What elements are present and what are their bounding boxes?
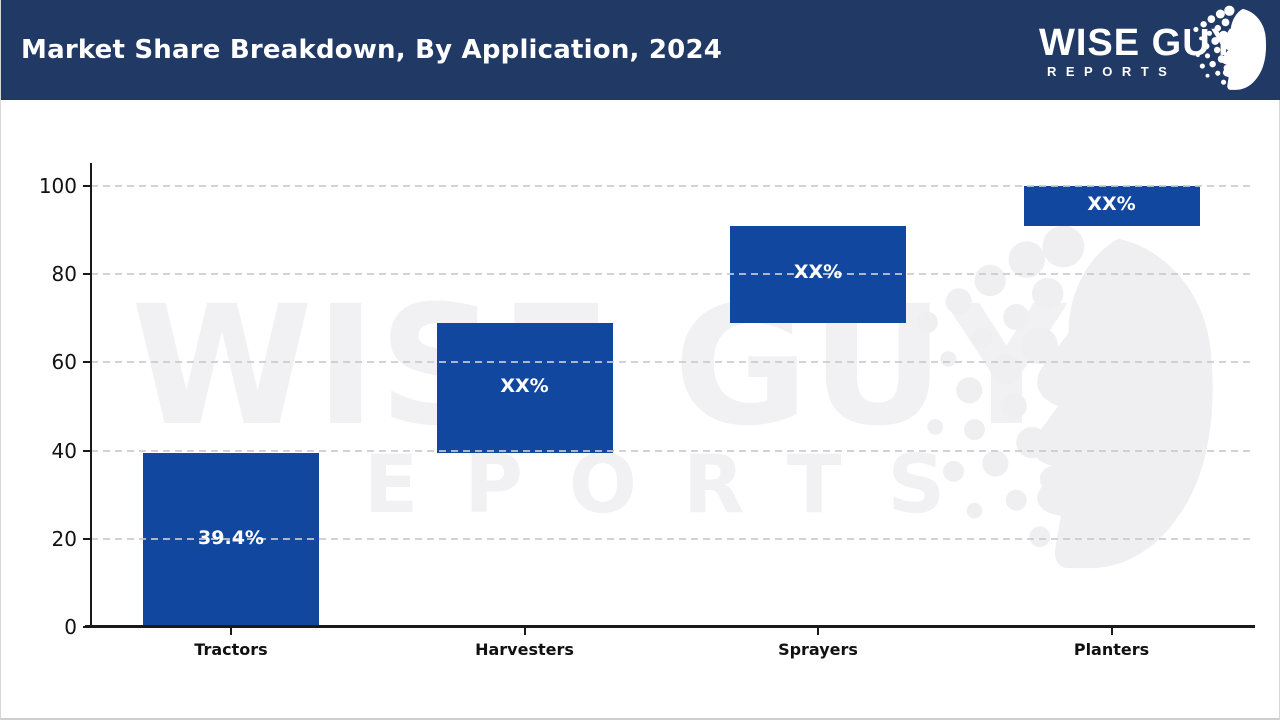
y-axis-tick-label: 20 [51,526,77,551]
x-axis-tick-label: Tractors [194,640,268,659]
bar-segment [1023,186,1200,226]
x-axis-tick-label: Sprayers [778,640,858,659]
bar-value-label: XX% [500,374,549,397]
gridline [91,273,1254,276]
brand-logo: WISE GUY REPORTS [1009,0,1269,100]
bar-value-label: XX% [793,261,843,284]
gridline [91,449,1254,452]
bar-segment [436,322,613,454]
x-axis-spine [85,625,1255,628]
y-axis-tick [83,273,90,276]
y-axis-spine [90,163,92,628]
x-axis-tick [523,628,526,635]
y-axis-tick [83,537,90,540]
y-axis-tick-label: 80 [51,262,77,287]
y-axis-tick [83,449,90,452]
x-axis-tick [230,628,232,635]
logo-dotted-head-icon [1193,5,1267,90]
gridline [91,185,1254,187]
y-axis-tick [83,185,90,187]
bar-value-label: XX% [1087,192,1136,215]
logo-text-reports: REPORTS [1047,64,1177,79]
bar-value-label: 39.4% [198,527,264,550]
y-axis-tick-label: 40 [51,438,77,463]
x-axis-tick [1110,628,1113,635]
y-axis-tick-label: 0 [64,615,77,639]
watermark-text-line2: REPORTS [256,438,992,531]
x-axis-tick [817,628,819,635]
y-axis-tick [83,361,90,364]
header: Market Share Breakdown, By Application, … [1,0,1280,100]
bar-segment [143,453,319,627]
y-axis-tick-label: 60 [51,350,77,375]
logo-text-wiseguy: WISE GUY [1039,22,1238,64]
y-axis-tick-label: 100 [38,174,77,198]
watermark-dotted-head-icon [916,225,1213,569]
chart-title: Market Share Breakdown, By Application, … [21,35,723,65]
x-axis-tick-label: Planters [1073,640,1150,659]
x-axis-tick-label: Harvesters [475,640,574,659]
y-axis-tick [83,626,90,628]
gridline [91,361,1254,364]
gridline [91,537,1254,540]
